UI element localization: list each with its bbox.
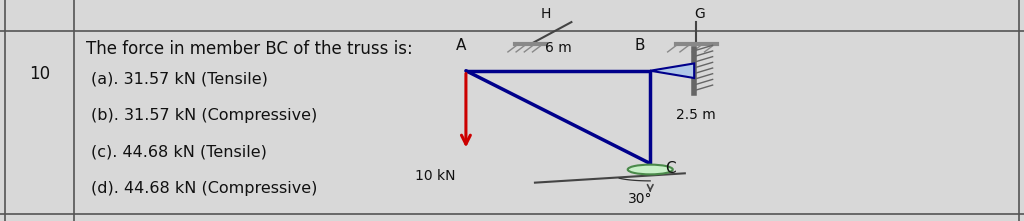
Text: C: C bbox=[666, 161, 676, 176]
Text: 30°: 30° bbox=[628, 192, 652, 206]
Text: 10: 10 bbox=[29, 65, 50, 83]
Text: 6 m: 6 m bbox=[545, 41, 571, 55]
Text: B: B bbox=[635, 38, 645, 53]
Text: G: G bbox=[694, 7, 705, 21]
Text: 2.5 m: 2.5 m bbox=[676, 108, 716, 122]
Text: (c). 44.68 kN (Tensile): (c). 44.68 kN (Tensile) bbox=[91, 145, 267, 160]
Text: A: A bbox=[456, 38, 466, 53]
Text: (b). 31.57 kN (Compressive): (b). 31.57 kN (Compressive) bbox=[91, 108, 317, 123]
Text: (d). 44.68 kN (Compressive): (d). 44.68 kN (Compressive) bbox=[91, 181, 317, 196]
Text: (a). 31.57 kN (Tensile): (a). 31.57 kN (Tensile) bbox=[91, 72, 268, 87]
Circle shape bbox=[628, 165, 673, 174]
Polygon shape bbox=[650, 63, 694, 78]
Text: H: H bbox=[541, 7, 551, 21]
Text: The force in member BC of the truss is:: The force in member BC of the truss is: bbox=[86, 40, 413, 58]
Text: 10 kN: 10 kN bbox=[415, 169, 456, 183]
